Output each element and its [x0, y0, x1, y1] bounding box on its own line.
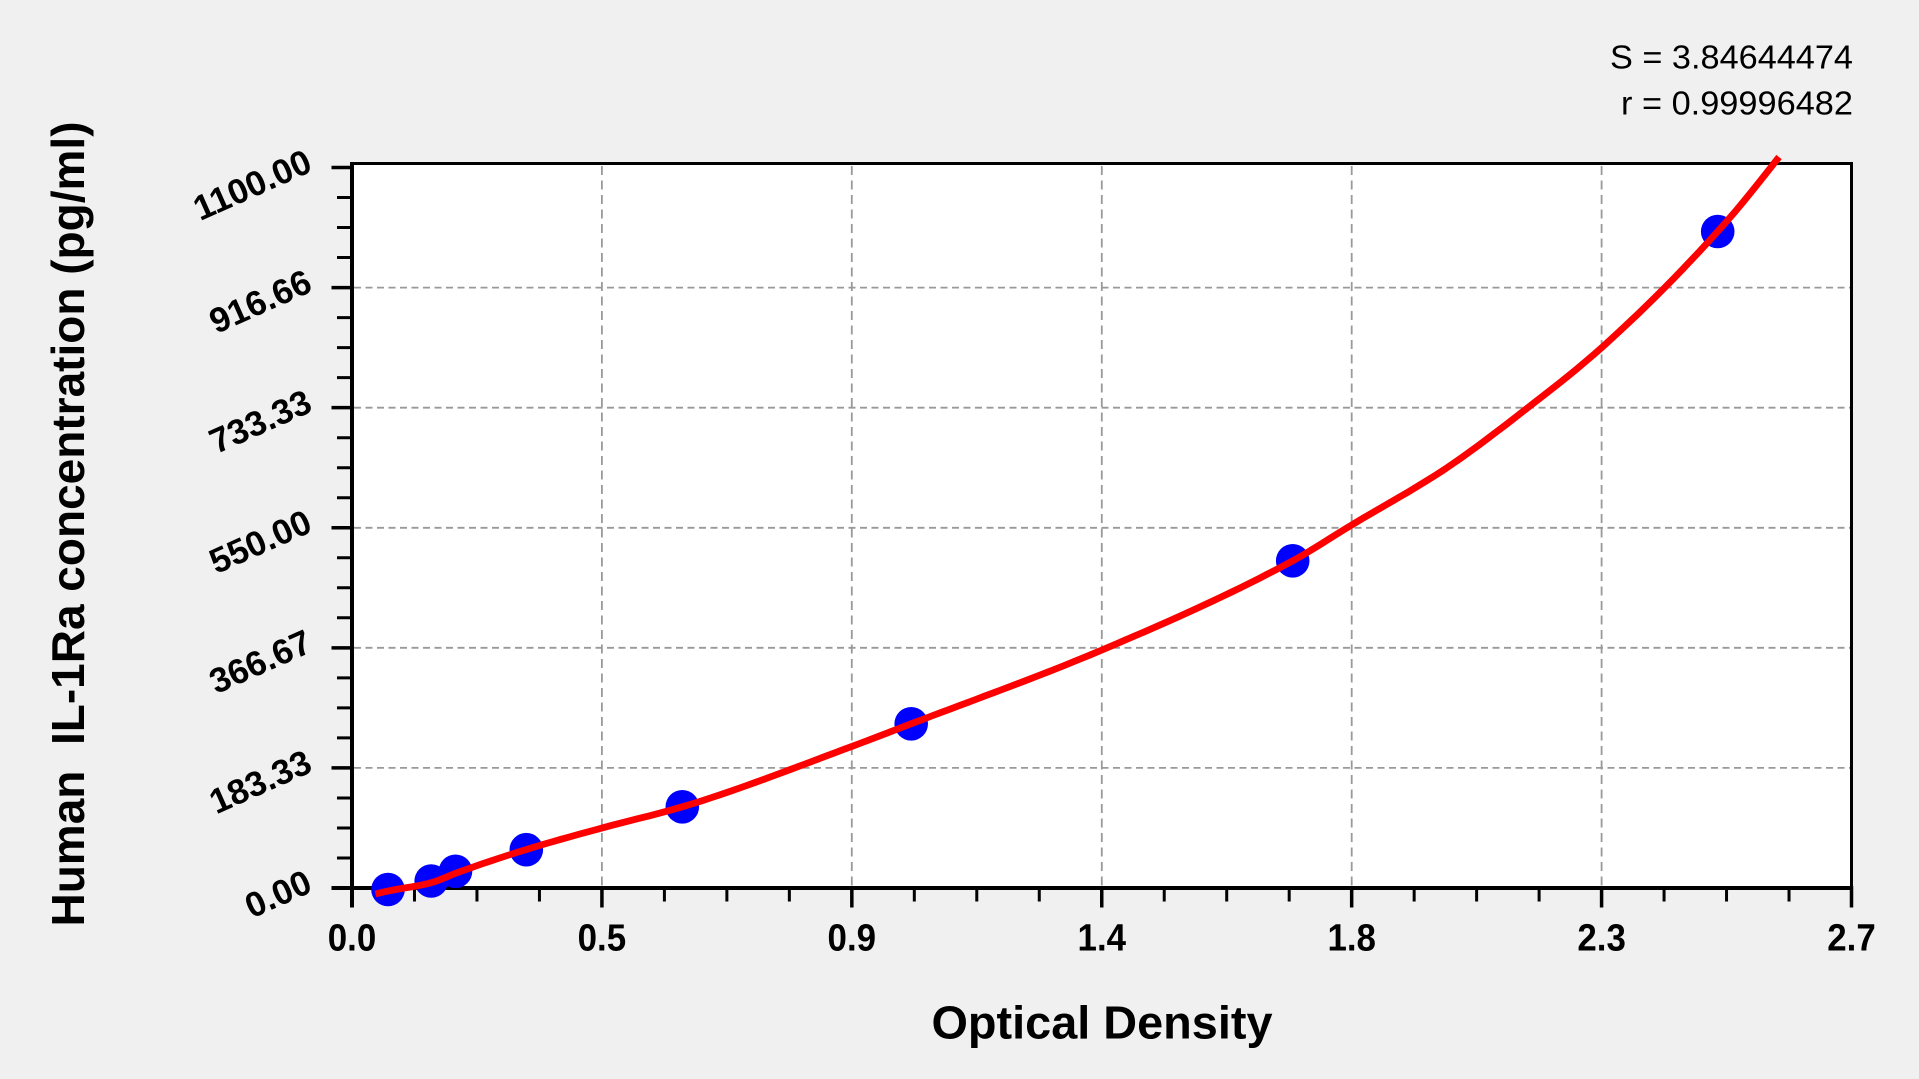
svg-text:1.4: 1.4 [1078, 918, 1127, 960]
svg-text:2.7: 2.7 [1827, 918, 1876, 960]
svg-text:2.3: 2.3 [1577, 918, 1626, 960]
svg-text:Human IL-1Ra concentration (p: Human IL-1Ra concentration (pg/ml) [42, 121, 94, 926]
svg-text:0.9: 0.9 [828, 918, 877, 960]
svg-text:r = 0.99996482: r = 0.99996482 [1621, 85, 1853, 122]
svg-text:0.0: 0.0 [328, 918, 377, 960]
svg-text:Optical Density: Optical Density [932, 997, 1273, 1049]
svg-text:S = 3.84644474: S = 3.84644474 [1610, 39, 1853, 76]
svg-text:1.8: 1.8 [1327, 918, 1376, 960]
svg-text:0.5: 0.5 [578, 918, 627, 960]
